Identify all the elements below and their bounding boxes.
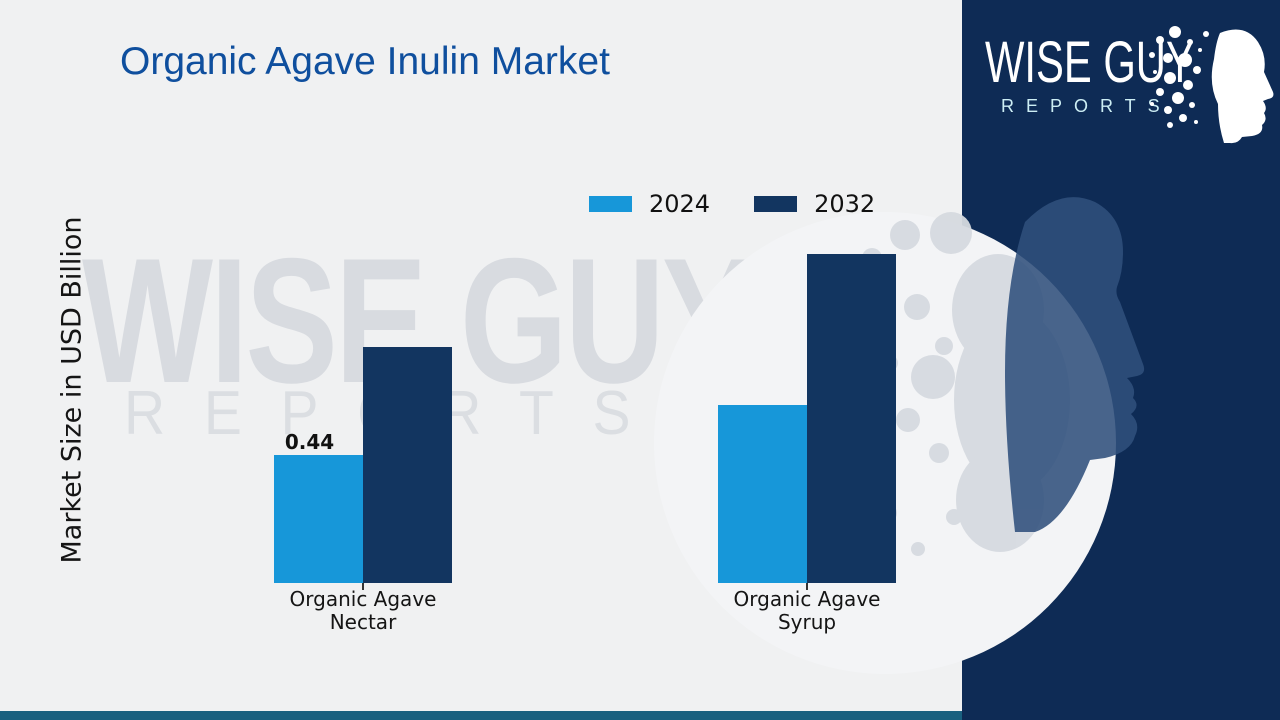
bottom-accent-strip (0, 711, 962, 720)
legend-item-2032: 2032 (754, 192, 875, 216)
brand-logo: WISE GUY REPORTS (985, 34, 1275, 117)
legend-label-2024: 2024 (649, 190, 711, 218)
bar-2032-organic-agave-syrup (807, 254, 896, 583)
bar-value-label-2024-organic-agave-nectar: 0.44 (284, 430, 335, 454)
category-label-organic-agave-syrup: Organic Agave Syrup (733, 587, 881, 634)
chart-title: Organic Agave Inulin Market (120, 40, 610, 83)
face-profile-silhouette (1005, 197, 1145, 533)
bar-2032-organic-agave-nectar (363, 347, 452, 583)
x-axis-tick (362, 583, 364, 590)
category-label-organic-agave-nectar: Organic Agave Nectar (289, 587, 437, 634)
legend-label-2032: 2032 (814, 190, 876, 218)
brand-logo-head-icon (1149, 26, 1274, 144)
chart-legend: 2024 2032 (589, 192, 919, 216)
legend-swatch-2032 (754, 196, 798, 212)
brand-logo-subtitle: REPORTS (1001, 96, 1172, 116)
y-axis-label: Market Size in USD Billion (56, 216, 88, 564)
legend-swatch-2024 (589, 196, 632, 212)
bar-2024-organic-agave-syrup (718, 405, 807, 583)
bar-2024-organic-agave-nectar (274, 455, 363, 583)
legend-item-2024: 2024 (589, 192, 710, 216)
x-axis-tick (806, 583, 808, 590)
